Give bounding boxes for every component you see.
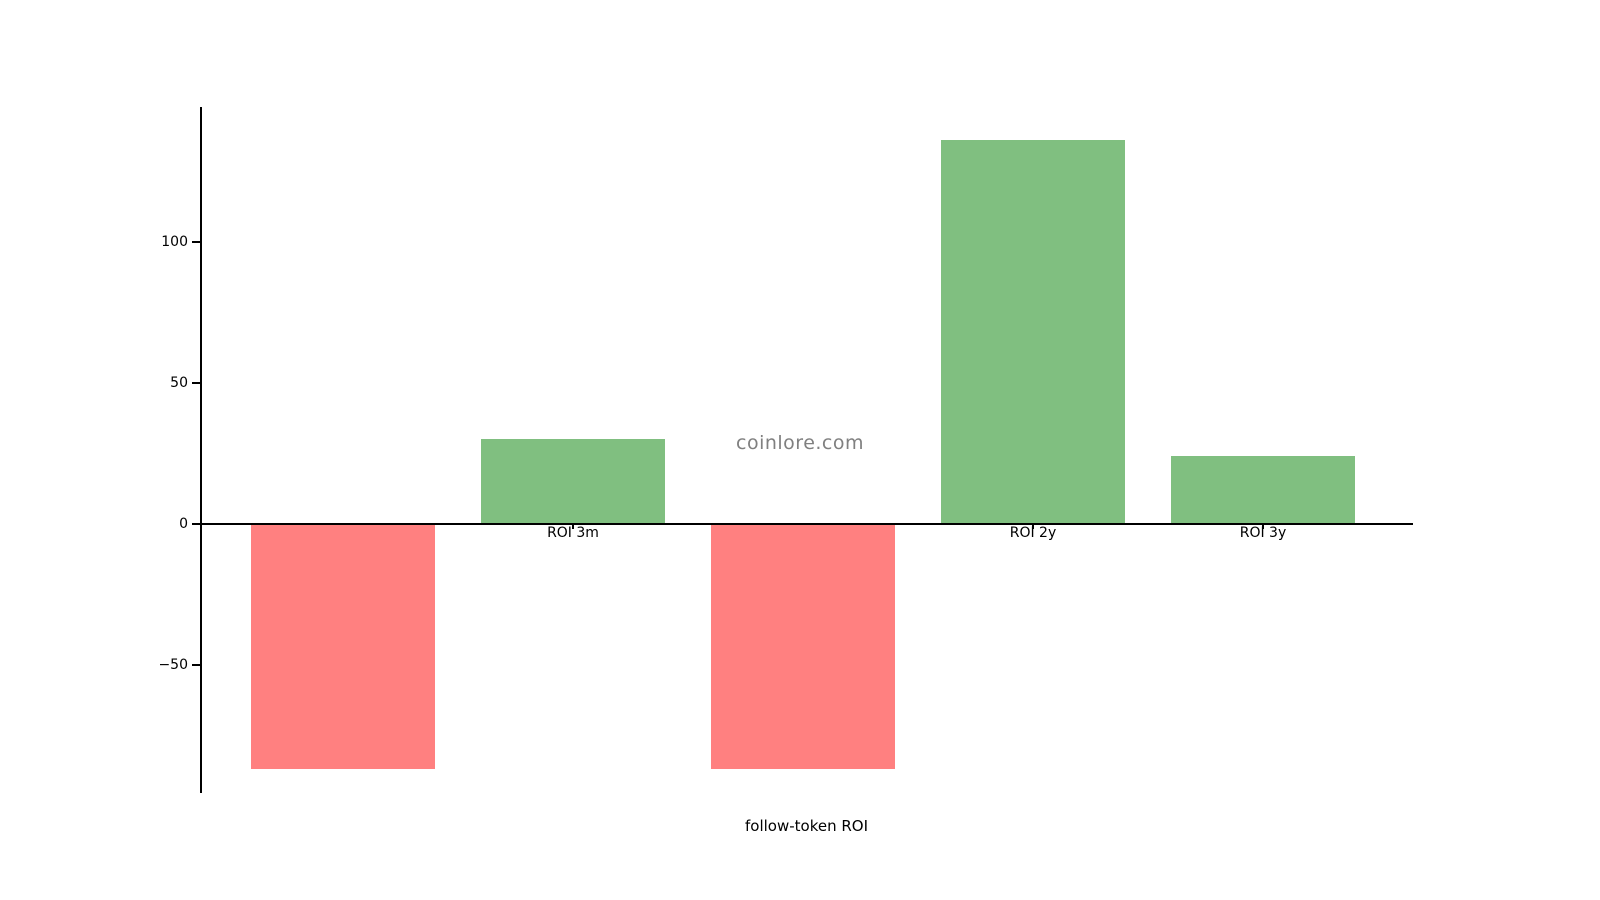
x-axis-zero-line xyxy=(200,523,1413,525)
y-tick-mark xyxy=(192,664,200,666)
y-tick-mark xyxy=(192,523,200,525)
y-tick-label: 100 xyxy=(161,234,188,250)
x-tick-mark xyxy=(572,524,574,529)
watermark: coinlore.com xyxy=(736,432,864,454)
y-tick-mark xyxy=(192,241,200,243)
bar xyxy=(1171,456,1355,524)
bar xyxy=(711,524,895,770)
bar xyxy=(941,140,1125,524)
x-tick-label: ROI 2y xyxy=(1009,525,1057,541)
bar xyxy=(481,439,665,524)
x-tick-mark xyxy=(1262,524,1264,529)
x-tick-mark xyxy=(1032,524,1034,529)
y-tick-label: −50 xyxy=(158,657,188,673)
bar xyxy=(251,524,435,770)
x-axis-title: follow-token ROI xyxy=(744,817,869,835)
y-tick-label: 50 xyxy=(170,375,188,391)
y-axis-spine xyxy=(200,107,202,793)
x-tick-label: ROI 3m xyxy=(547,525,599,541)
y-tick-mark xyxy=(192,382,200,384)
x-tick-label: ROI 3y xyxy=(1239,525,1287,541)
y-tick-label: 0 xyxy=(179,516,188,532)
